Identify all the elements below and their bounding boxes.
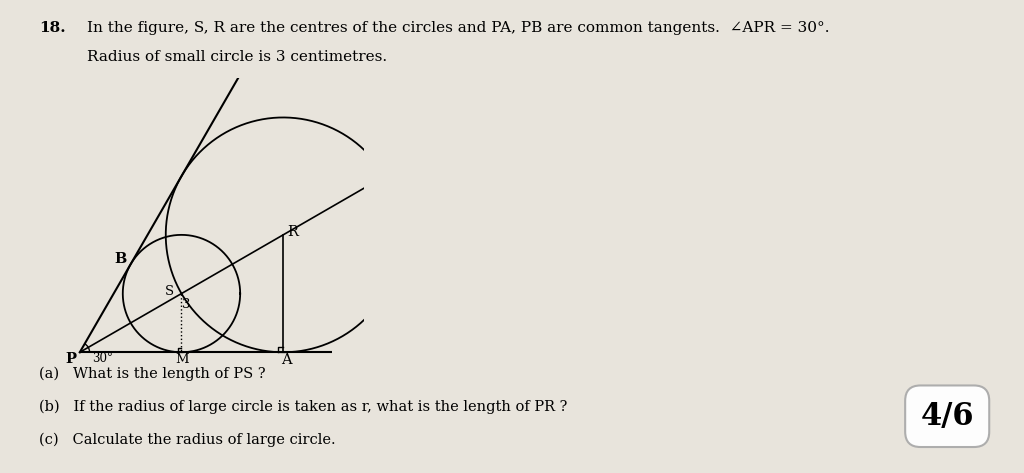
Text: 4/6: 4/6 <box>921 401 974 432</box>
Text: 18.: 18. <box>39 21 66 35</box>
Text: (a)   What is the length of PS ?: (a) What is the length of PS ? <box>39 367 265 381</box>
Text: (b)   If the radius of large circle is taken as r, what is the length of PR ?: (b) If the radius of large circle is tak… <box>39 400 567 414</box>
Text: P: P <box>66 352 77 366</box>
Text: (c)   Calculate the radius of large circle.: (c) Calculate the radius of large circle… <box>39 433 336 447</box>
Text: R: R <box>288 225 298 239</box>
Text: S: S <box>165 285 174 298</box>
Text: 30°: 30° <box>92 351 113 365</box>
Text: 3: 3 <box>182 298 190 311</box>
Text: A: A <box>281 353 292 367</box>
Text: M: M <box>176 353 189 366</box>
Text: In the figure, S, R are the centres of the circles and PA, PB are common tangent: In the figure, S, R are the centres of t… <box>87 21 829 35</box>
Text: Radius of small circle is 3 centimetres.: Radius of small circle is 3 centimetres. <box>87 50 387 64</box>
Text: B: B <box>115 252 127 266</box>
